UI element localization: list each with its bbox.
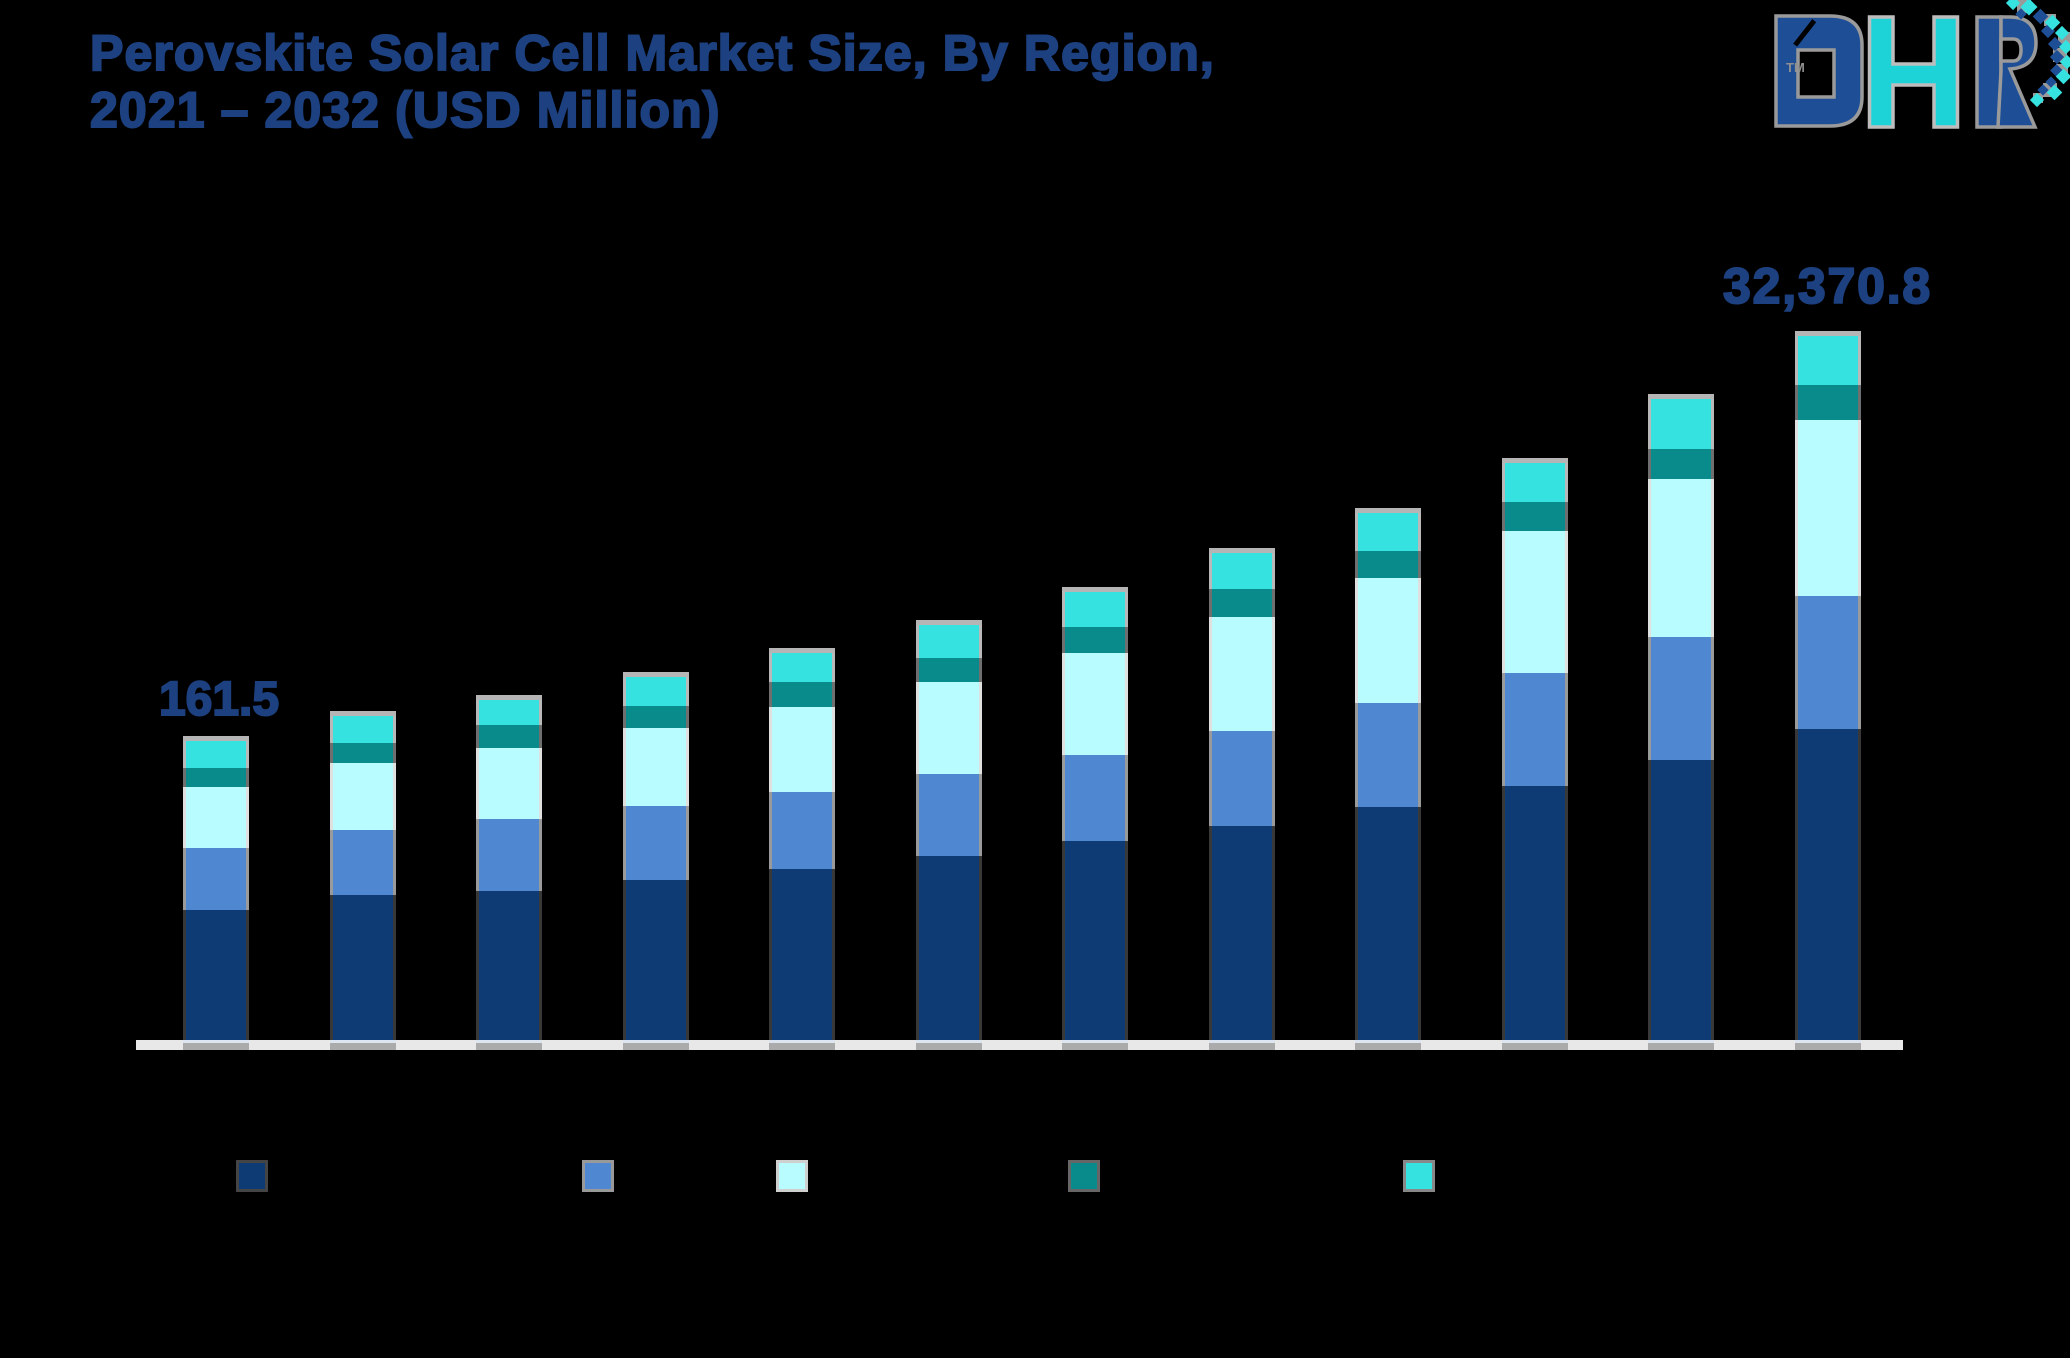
svg-text:TM: TM xyxy=(1786,60,1805,75)
